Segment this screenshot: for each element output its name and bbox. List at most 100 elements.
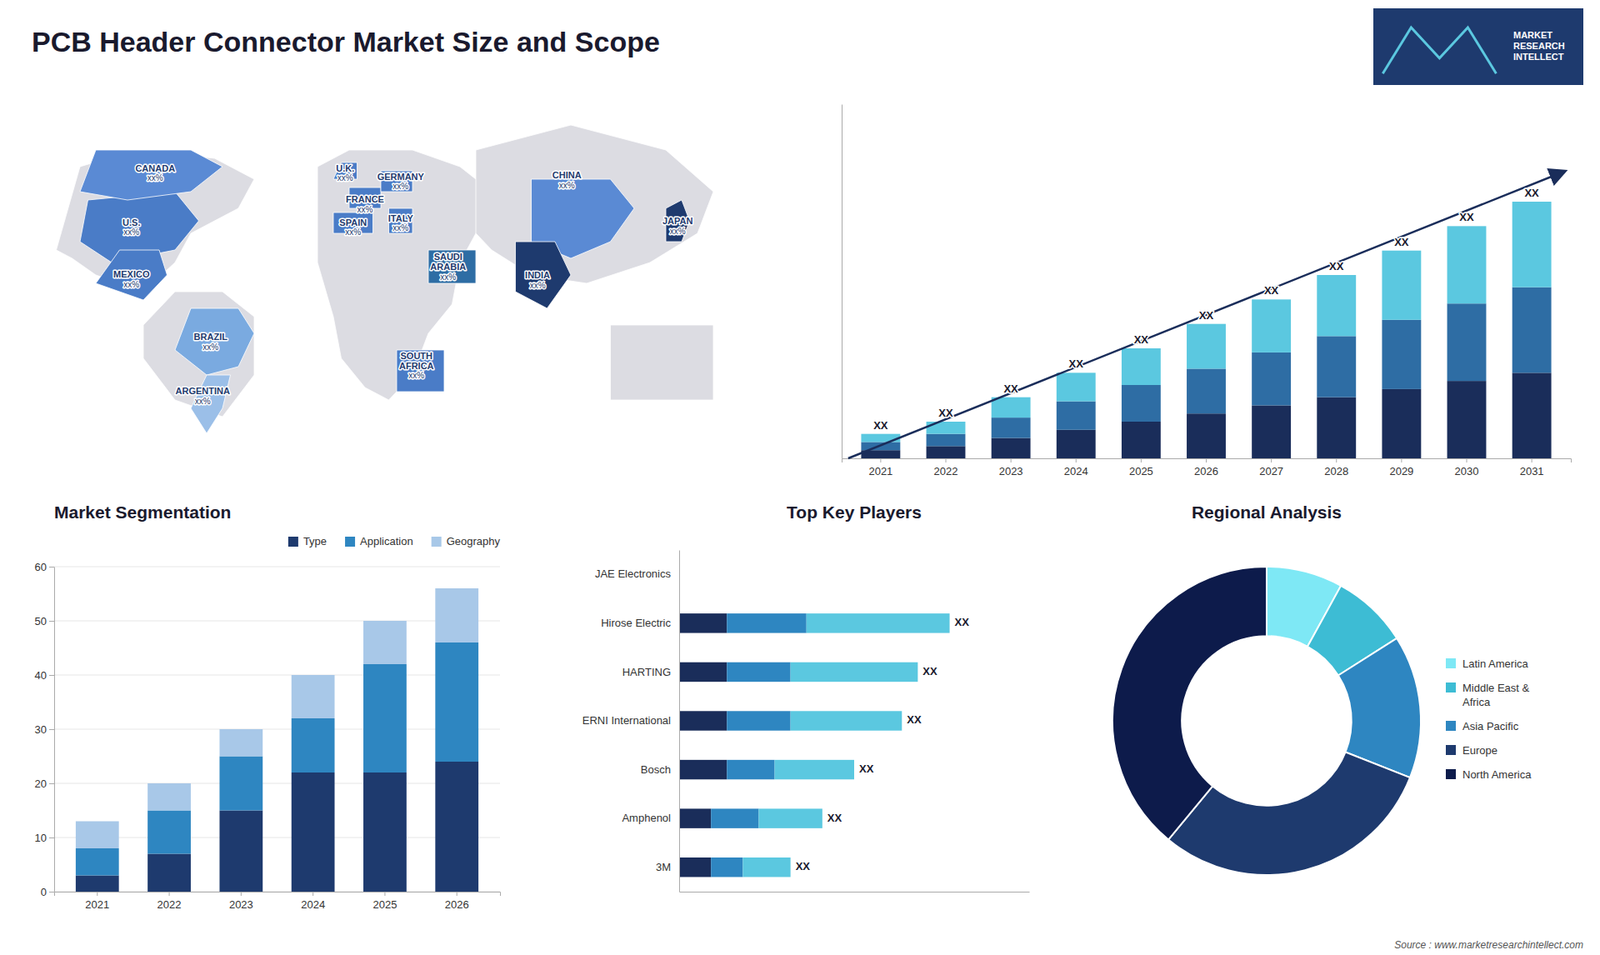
tick-label: 2031 <box>1520 465 1545 478</box>
grid-line <box>54 783 500 785</box>
bar-segment <box>1251 299 1291 353</box>
bar-segment <box>1121 348 1161 385</box>
tick-label: 2022 <box>157 898 182 911</box>
x-axis: 2021202220232024202520262027202820292030… <box>842 458 1572 478</box>
country-share-label: xx% <box>123 280 140 290</box>
tick-label: 60 <box>35 560 47 574</box>
tick-label: Bosch <box>640 763 671 776</box>
legend-item: Application <box>345 535 414 548</box>
text-line: SAUDI <box>434 251 463 262</box>
tick: 2023 <box>999 458 1024 478</box>
bar-segment <box>219 810 263 893</box>
plot-area <box>679 613 950 877</box>
bar-segment <box>1186 324 1226 370</box>
tick-mark <box>49 675 55 676</box>
tick: 50 <box>35 615 55 628</box>
country-share-label: xx% <box>392 223 409 233</box>
tick-mark <box>49 729 55 730</box>
chart-root: PCB Header Connector Market Size and Sco… <box>0 0 1600 955</box>
bar-segment <box>679 760 727 780</box>
bar-segment <box>991 397 1031 418</box>
legend-item: Type <box>288 535 327 548</box>
bar-segment <box>1512 372 1552 459</box>
tick: 30 <box>35 723 55 736</box>
bar-segment <box>147 783 191 811</box>
text-line: Asia Pacific <box>1462 720 1520 733</box>
country-label: INDIA <box>525 270 550 280</box>
country-label: CHINA <box>552 170 582 180</box>
y-axis <box>841 105 843 460</box>
bar-segment <box>75 848 120 876</box>
grid-line <box>54 729 500 730</box>
tick-mark <box>945 458 947 463</box>
logo-background <box>1373 8 1584 85</box>
tick-label: 2024 <box>1064 465 1089 478</box>
tick-mark <box>1400 458 1402 463</box>
country-shape <box>95 250 168 300</box>
tick-mark <box>880 458 881 463</box>
legend-swatch <box>1445 720 1456 731</box>
data-label: XX <box>1459 210 1475 224</box>
bar-segment <box>291 772 335 892</box>
country-label: SAUDIARABIA <box>430 251 466 272</box>
country-share-label: xx% <box>440 272 456 282</box>
tick-label: 2030 <box>1455 465 1480 478</box>
tick-label: 2025 <box>1129 465 1154 478</box>
page-title: PCB Header Connector Market Size and Sco… <box>31 25 660 58</box>
bar-segment <box>806 613 950 633</box>
legend-swatch <box>1445 682 1456 693</box>
plot-area <box>75 588 479 892</box>
country-label: GERMANY <box>377 170 425 181</box>
tick-mark <box>1531 458 1533 463</box>
bar-segment <box>435 642 479 762</box>
country-share-label: xx% <box>147 173 164 183</box>
text-line: BRAZIL <box>194 331 229 342</box>
country-label: JAPAN <box>662 215 694 226</box>
bar-segment <box>679 857 711 877</box>
tick-label: 40 <box>35 669 47 682</box>
tick: 40 <box>35 669 55 682</box>
tick-mark <box>312 891 314 896</box>
text-line: AFRICA <box>399 360 435 370</box>
chart-title: Regional Analysis <box>1191 502 1342 522</box>
text-line: MARKET <box>1513 30 1553 40</box>
legend-item: North America <box>1445 768 1532 781</box>
tick-label: 2029 <box>1389 465 1414 478</box>
legend-label: Asia Pacific <box>1462 720 1520 733</box>
text-line: MEXICO <box>113 269 150 280</box>
tick: 2025 <box>1129 458 1154 478</box>
logo-text: MARKETRESEARCHINTELLECT <box>1513 30 1565 62</box>
bar-segment <box>679 662 727 682</box>
trend-arrow <box>848 171 1565 459</box>
plot-area <box>860 201 1551 459</box>
tick: 2031 <box>1520 458 1545 478</box>
tick: 2022 <box>934 458 959 478</box>
tick-label: 50 <box>35 615 47 628</box>
x-axis <box>680 891 1030 893</box>
data-label: XX <box>859 762 875 775</box>
legend-item: Geography <box>431 535 501 548</box>
text-line: North America <box>1462 768 1532 781</box>
tick: 3M <box>655 860 680 874</box>
tick: ERNI International <box>582 714 680 727</box>
tick-mark <box>96 891 98 896</box>
text-line: U.K. <box>335 162 355 173</box>
bar-segment <box>1512 287 1552 374</box>
legend-label: Latin America <box>1462 657 1530 670</box>
legend: Latin AmericaMiddle East &AfricaAsia Pac… <box>1445 657 1532 781</box>
tick-mark <box>1270 458 1272 463</box>
bar-segment <box>1447 303 1487 381</box>
tick: 2023 <box>229 891 254 911</box>
tick-label: 20 <box>35 777 47 790</box>
country-shape <box>428 250 476 284</box>
country-share-label: xx% <box>337 173 354 183</box>
legend-item: Latin America <box>1445 657 1530 670</box>
data-label: XX <box>1069 357 1085 370</box>
country-label: ARGENTINA <box>175 385 230 396</box>
country-shape <box>80 150 223 200</box>
data-label: XX <box>922 665 938 678</box>
tick-label: JAE Electronics <box>595 567 672 580</box>
text-line: INDIA <box>525 270 550 280</box>
data-label: XX <box>1524 186 1540 200</box>
tick: 2021 <box>868 458 893 478</box>
